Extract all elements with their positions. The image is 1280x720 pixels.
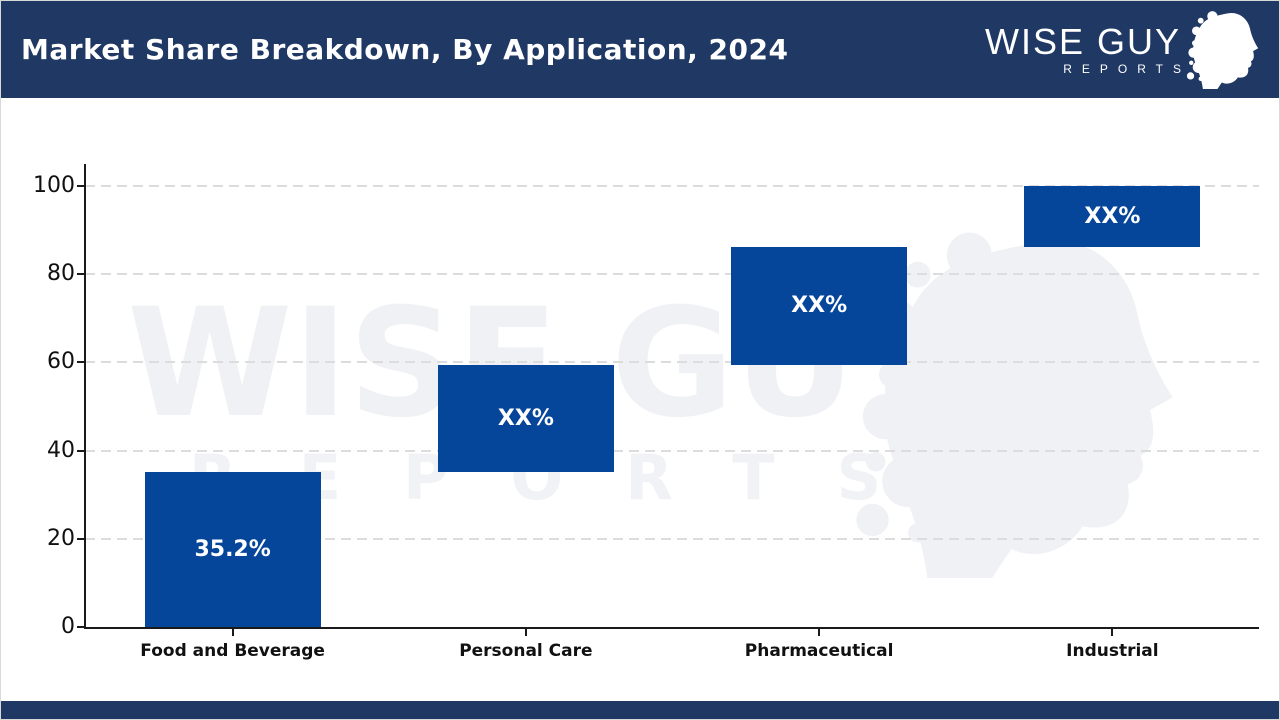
bar-segment: XX% <box>731 246 908 366</box>
gridline <box>85 361 1259 364</box>
x-category-label: Industrial <box>1066 641 1159 661</box>
x-axis-line <box>84 627 1259 629</box>
bar-value-label: XX% <box>791 293 848 319</box>
x-tick-mark <box>818 629 821 636</box>
gridline <box>85 185 1259 187</box>
y-tick-label: 20 <box>47 525 75 551</box>
x-tick-mark <box>1111 629 1114 636</box>
y-tick-mark <box>77 626 85 628</box>
brand-subname: REPORTS <box>1063 62 1191 77</box>
x-tick-mark <box>231 629 234 636</box>
brand-name: WISE GUY <box>984 20 1181 62</box>
x-category-label: Pharmaceutical <box>744 641 894 661</box>
y-tick-mark <box>77 185 85 187</box>
y-tick-mark <box>77 273 85 276</box>
header-bar: Market Share Breakdown, By Application, … <box>1 1 1279 98</box>
gridline <box>85 449 1259 452</box>
x-category-label: Personal Care <box>459 641 593 661</box>
y-tick-mark <box>77 449 85 452</box>
x-tick-mark <box>524 629 527 636</box>
gridline <box>85 273 1259 276</box>
x-category-label: Food and Beverage <box>140 641 325 661</box>
brand-logo-text: WISE GUY REPORTS <box>985 22 1181 77</box>
y-tick-label: 100 <box>33 173 75 198</box>
y-tick-label: 0 <box>61 614 75 639</box>
y-axis-line <box>84 164 86 629</box>
y-tick-label: 40 <box>47 437 75 463</box>
bar-value-label: XX% <box>497 405 554 431</box>
y-tick-label: 80 <box>47 261 75 287</box>
bar-segment: XX% <box>1024 186 1201 247</box>
y-tick-mark <box>77 361 85 364</box>
page-title: Market Share Breakdown, By Application, … <box>21 33 789 66</box>
bar-value-label: 35.2% <box>194 536 271 562</box>
brand-logo: WISE GUY REPORTS <box>985 9 1263 89</box>
y-tick-label: 60 <box>47 349 75 375</box>
brand-head-icon <box>1186 11 1259 89</box>
bar-segment: XX% <box>437 365 614 472</box>
bar-segment: 35.2% <box>144 471 321 627</box>
gridline <box>85 537 1259 540</box>
footer-bar <box>1 701 1279 719</box>
bar-value-label: XX% <box>1084 203 1141 229</box>
y-tick-mark <box>77 537 85 540</box>
